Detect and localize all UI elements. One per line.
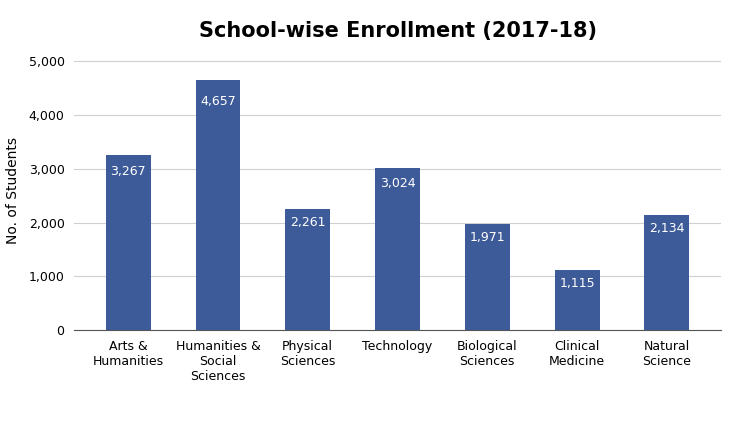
Text: 2,134: 2,134 xyxy=(649,222,684,235)
Text: 2,261: 2,261 xyxy=(290,216,325,229)
Text: 1,971: 1,971 xyxy=(470,231,505,244)
Text: 3,267: 3,267 xyxy=(111,165,146,178)
Text: 3,024: 3,024 xyxy=(380,177,415,190)
Bar xyxy=(465,224,510,330)
Text: 4,657: 4,657 xyxy=(200,95,236,108)
Y-axis label: No. of Students: No. of Students xyxy=(6,137,20,244)
Text: 1,115: 1,115 xyxy=(559,277,595,289)
Bar xyxy=(554,270,600,330)
Bar xyxy=(285,209,330,330)
Bar xyxy=(195,80,241,330)
Title: School-wise Enrollment (2017-18): School-wise Enrollment (2017-18) xyxy=(198,21,597,41)
Bar xyxy=(106,154,151,330)
Bar xyxy=(375,168,420,330)
Bar xyxy=(644,215,690,330)
